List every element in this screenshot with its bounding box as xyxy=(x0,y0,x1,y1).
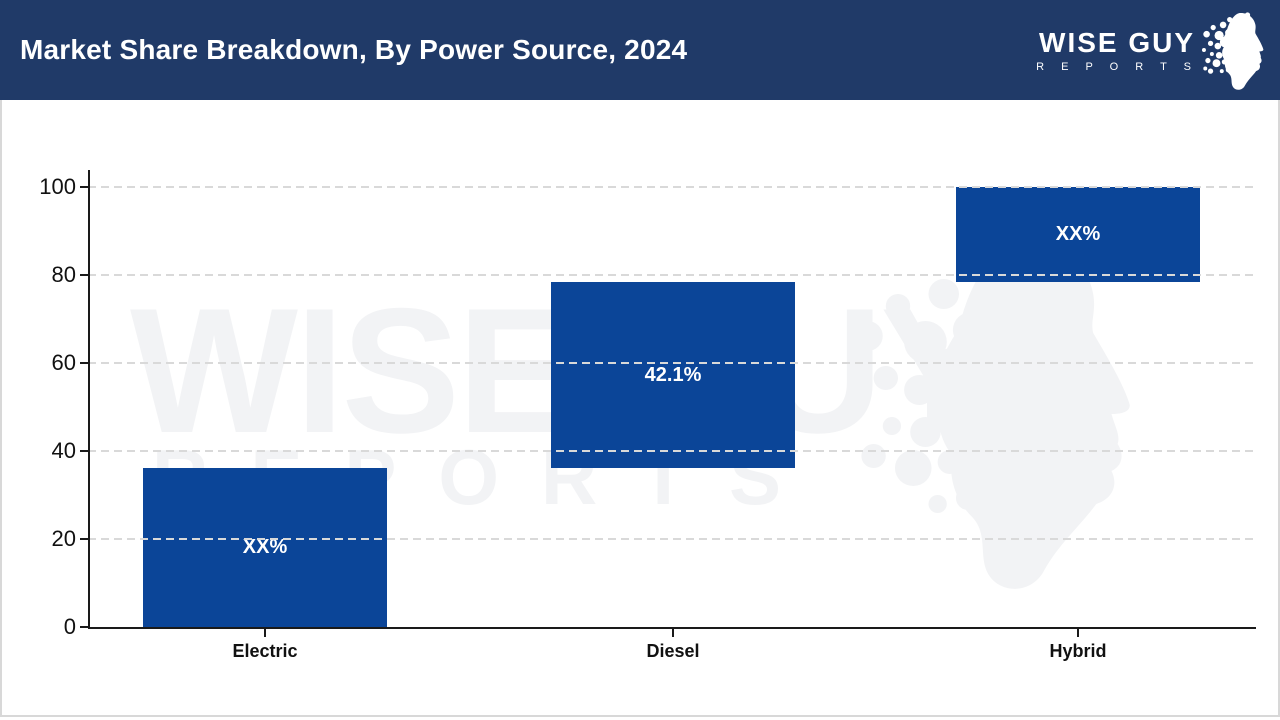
y-tick-80 xyxy=(80,274,88,276)
x-axis-line xyxy=(88,627,1256,629)
bar-electric: XX% xyxy=(143,467,387,627)
logo-wordmark: WISE GUY R E P O R T S xyxy=(1036,26,1198,73)
y-tick-20 xyxy=(80,538,88,540)
y-tick-label-20: 20 xyxy=(51,526,76,551)
x-tick-label-electric: Electric xyxy=(232,641,298,661)
page-title: Market Share Breakdown, By Power Source,… xyxy=(20,34,688,65)
y-tick-40 xyxy=(80,450,88,452)
gridline-60 xyxy=(88,362,1256,364)
chart-area: WISE GUY REPORTS 0 20 40 60 80 100 XX% Electric… xyxy=(0,100,1280,717)
gridline-100 xyxy=(88,186,1256,188)
x-tick-label-hybrid: Hybrid xyxy=(1049,641,1107,661)
watermark-head-icon xyxy=(852,237,1130,589)
wiseguy-logo: WISE GUY R E P O R T S xyxy=(1036,6,1266,94)
logo-head-icon xyxy=(1201,12,1264,90)
y-tick-label-100: 100 xyxy=(39,174,76,199)
bar-value-label-electric: XX% xyxy=(242,535,288,558)
bar-hybrid: XX% xyxy=(956,187,1200,283)
y-axis-line xyxy=(88,170,90,629)
x-tick-label-diesel: Diesel xyxy=(646,641,700,661)
y-tick-100 xyxy=(80,186,88,188)
bar-diesel: 42.1% xyxy=(551,282,795,468)
app-header: Market Share Breakdown, By Power Source,… xyxy=(0,0,1280,100)
y-tick-label-40: 40 xyxy=(51,438,76,463)
gridline-80 xyxy=(88,274,1256,276)
y-tick-label-80: 80 xyxy=(51,262,76,287)
gridline-40 xyxy=(88,450,1256,452)
y-tick-0 xyxy=(80,626,88,628)
x-tick-diesel xyxy=(672,629,674,637)
x-tick-electric xyxy=(264,629,266,637)
bar-value-label-hybrid: XX% xyxy=(1055,223,1101,246)
logo-wordmark-line2: R E P O R T S xyxy=(1036,60,1198,73)
x-tick-hybrid xyxy=(1077,629,1079,637)
bar-value-label-diesel: 42.1% xyxy=(644,363,702,386)
logo-wordmark-line1: WISE GUY xyxy=(1039,26,1196,58)
y-tick-label-60: 60 xyxy=(51,350,76,375)
gridline-20 xyxy=(88,538,1256,540)
y-tick-60 xyxy=(80,362,88,364)
y-tick-label-0: 0 xyxy=(63,614,76,639)
